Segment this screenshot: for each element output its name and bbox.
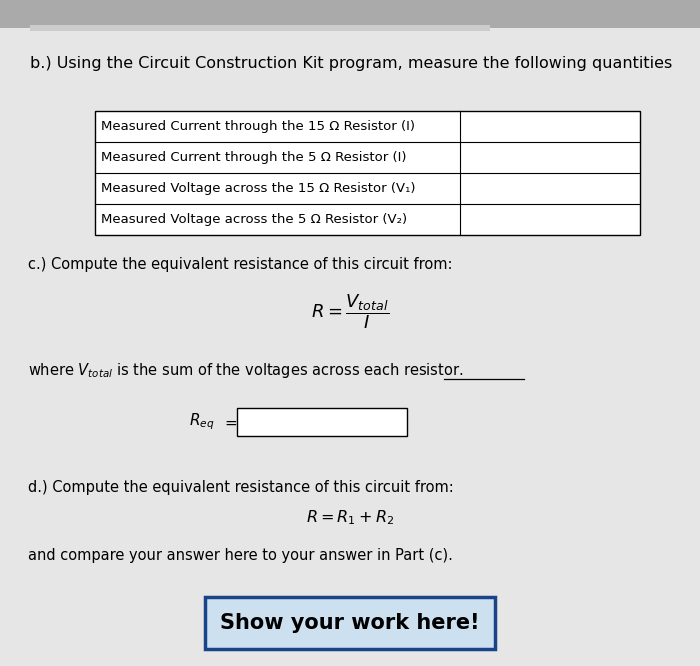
Bar	[237, 408, 407, 436]
Text: where $V_{total}$ is the sum of the voltages across each resistor.: where $V_{total}$ is the sum of the volt…	[28, 360, 463, 380]
Bar	[205, 597, 495, 649]
Text: $=$: $=$	[222, 414, 238, 430]
Bar	[0, 0, 700, 28]
Text: Measured Voltage across the 15 Ω Resistor (V₁): Measured Voltage across the 15 Ω Resisto…	[101, 182, 416, 195]
Text: Measured Voltage across the 5 Ω Resistor (V₂): Measured Voltage across the 5 Ω Resistor…	[101, 213, 407, 226]
Text: Show your work here!: Show your work here!	[220, 613, 480, 633]
Text: $R_{eq}$: $R_{eq}$	[190, 412, 215, 432]
Text: Measured Current through the 15 Ω Resistor (I): Measured Current through the 15 Ω Resist…	[101, 120, 415, 133]
Text: Measured Current through the 5 Ω Resistor (I): Measured Current through the 5 Ω Resisto…	[101, 151, 407, 164]
Text: d.) Compute the equivalent resistance of this circuit from:: d.) Compute the equivalent resistance of…	[28, 480, 454, 495]
Text: $R = \dfrac{V_{total}}{I}$: $R = \dfrac{V_{total}}{I}$	[311, 292, 389, 331]
Text: $R = R_1 + R_2$: $R = R_1 + R_2$	[306, 509, 394, 527]
Bar	[30, 25, 490, 31]
Text: c.) Compute the equivalent resistance of this circuit from:: c.) Compute the equivalent resistance of…	[28, 257, 452, 272]
Text: b.) Using the Circuit Construction Kit program, measure the following quantities: b.) Using the Circuit Construction Kit p…	[30, 56, 672, 71]
Bar	[95, 111, 640, 235]
Text: and compare your answer here to your answer in Part (c).: and compare your answer here to your ans…	[28, 548, 453, 563]
